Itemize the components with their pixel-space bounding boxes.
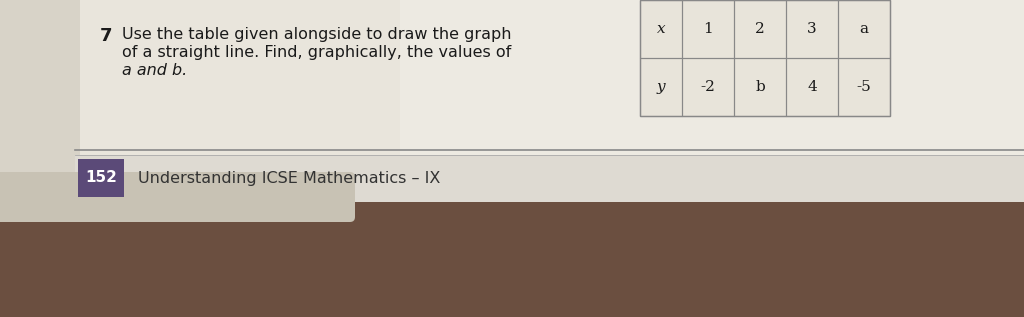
Text: 152: 152 xyxy=(85,171,117,185)
Text: a and b.: a and b. xyxy=(122,63,187,78)
FancyBboxPatch shape xyxy=(75,0,1024,202)
FancyBboxPatch shape xyxy=(0,0,80,202)
Text: 3: 3 xyxy=(807,22,817,36)
Text: Understanding ICSE Mathematics – IX: Understanding ICSE Mathematics – IX xyxy=(138,171,440,185)
Text: b: b xyxy=(755,80,765,94)
Text: -5: -5 xyxy=(857,80,871,94)
Text: Use the table given alongside to draw the graph: Use the table given alongside to draw th… xyxy=(122,27,512,42)
Text: 4: 4 xyxy=(807,80,817,94)
FancyBboxPatch shape xyxy=(640,0,890,116)
FancyBboxPatch shape xyxy=(75,155,1024,202)
FancyBboxPatch shape xyxy=(400,0,1024,172)
Text: of a straight line. Find, graphically, the values of: of a straight line. Find, graphically, t… xyxy=(122,45,511,60)
Text: 2: 2 xyxy=(755,22,765,36)
Text: x: x xyxy=(656,22,666,36)
Text: a: a xyxy=(859,22,868,36)
Text: y: y xyxy=(656,80,666,94)
FancyBboxPatch shape xyxy=(78,159,124,197)
Text: 1: 1 xyxy=(703,22,713,36)
FancyBboxPatch shape xyxy=(0,199,1024,317)
Text: -2: -2 xyxy=(700,80,716,94)
Text: 7: 7 xyxy=(100,27,113,45)
FancyBboxPatch shape xyxy=(0,172,355,222)
